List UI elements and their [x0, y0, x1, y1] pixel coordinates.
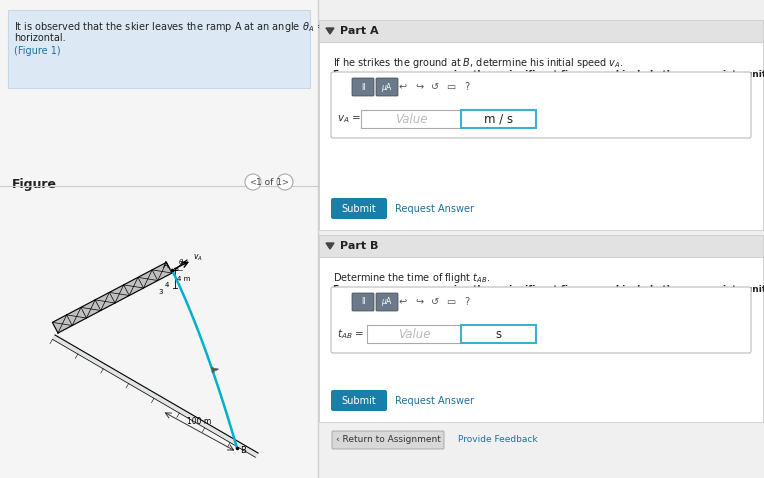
Text: Submit: Submit [342, 395, 377, 405]
Text: Express your answer using three significant figures and include the appropriate : Express your answer using three signific… [333, 70, 764, 79]
Text: <: < [250, 177, 257, 186]
FancyBboxPatch shape [352, 293, 374, 311]
Text: Submit: Submit [342, 204, 377, 214]
Text: Provide Feedback: Provide Feedback [458, 435, 538, 445]
Text: ↺: ↺ [431, 297, 439, 307]
Text: 4: 4 [165, 282, 170, 288]
Polygon shape [326, 243, 334, 249]
Text: $v_A$: $v_A$ [193, 252, 202, 263]
Text: >: > [281, 177, 289, 186]
FancyBboxPatch shape [319, 235, 763, 257]
FancyBboxPatch shape [331, 287, 751, 353]
FancyBboxPatch shape [461, 110, 536, 128]
Text: $\theta_A$: $\theta_A$ [178, 258, 187, 268]
Text: Express your answer using three significant figures and include the appropriate : Express your answer using three signific… [333, 285, 764, 294]
FancyBboxPatch shape [0, 0, 318, 478]
FancyBboxPatch shape [331, 198, 387, 219]
Text: Figure: Figure [12, 178, 57, 191]
Text: ↪: ↪ [415, 82, 423, 92]
Text: m / s: m / s [484, 112, 513, 126]
FancyBboxPatch shape [376, 293, 398, 311]
FancyBboxPatch shape [332, 431, 444, 449]
Text: II: II [361, 297, 365, 306]
FancyBboxPatch shape [352, 78, 374, 96]
Text: B: B [240, 446, 246, 455]
Text: (Figure 1): (Figure 1) [14, 46, 60, 56]
Text: Request Answer: Request Answer [395, 395, 474, 405]
Text: ↩: ↩ [399, 82, 407, 92]
FancyBboxPatch shape [319, 42, 763, 230]
Text: ?: ? [465, 297, 470, 307]
FancyBboxPatch shape [8, 10, 310, 88]
FancyBboxPatch shape [361, 110, 461, 128]
Circle shape [245, 174, 261, 190]
Text: A: A [163, 261, 169, 270]
Text: II: II [361, 83, 365, 91]
FancyBboxPatch shape [331, 390, 387, 411]
Text: ▭: ▭ [446, 297, 455, 307]
Text: $\mu$A: $\mu$A [381, 295, 393, 308]
Polygon shape [326, 28, 334, 34]
FancyBboxPatch shape [319, 257, 763, 422]
FancyBboxPatch shape [376, 78, 398, 96]
Text: ‹ Return to Assignment: ‹ Return to Assignment [335, 435, 440, 445]
Text: Part A: Part A [340, 26, 379, 36]
Polygon shape [53, 335, 258, 457]
FancyBboxPatch shape [318, 0, 764, 478]
Text: 3: 3 [158, 289, 163, 295]
Text: ↪: ↪ [415, 297, 423, 307]
Text: Value: Value [398, 327, 430, 340]
Text: ▭: ▭ [446, 82, 455, 92]
Text: It is observed that the skier leaves the ramp A at an angle $\theta_A$ = 26 °  w: It is observed that the skier leaves the… [14, 20, 395, 34]
Text: If he strikes the ground at $B$, determine his initial speed $v_A$.: If he strikes the ground at $B$, determi… [333, 56, 623, 70]
Text: 4 m: 4 m [177, 276, 190, 282]
FancyBboxPatch shape [319, 20, 763, 42]
Polygon shape [53, 262, 172, 333]
Text: ↺: ↺ [431, 82, 439, 92]
Circle shape [277, 174, 293, 190]
Text: $\mu$A: $\mu$A [381, 80, 393, 94]
Text: $v_A$ =: $v_A$ = [337, 113, 361, 125]
Text: ♟: ♟ [207, 365, 218, 375]
Text: ↩: ↩ [399, 297, 407, 307]
FancyBboxPatch shape [461, 325, 536, 343]
Text: s: s [495, 327, 501, 340]
Text: Determine the time of flight $t_{AB}$.: Determine the time of flight $t_{AB}$. [333, 271, 490, 285]
FancyBboxPatch shape [367, 325, 461, 343]
FancyBboxPatch shape [331, 72, 751, 138]
Text: Part B: Part B [340, 241, 378, 251]
Text: Request Answer: Request Answer [395, 204, 474, 214]
Text: 1 of 1: 1 of 1 [256, 177, 282, 186]
Text: ?: ? [465, 82, 470, 92]
Text: Value: Value [395, 112, 427, 126]
Text: horizontal.: horizontal. [14, 33, 66, 43]
Text: 100 m: 100 m [187, 416, 212, 425]
Text: $t_{AB}$ =: $t_{AB}$ = [337, 327, 364, 341]
